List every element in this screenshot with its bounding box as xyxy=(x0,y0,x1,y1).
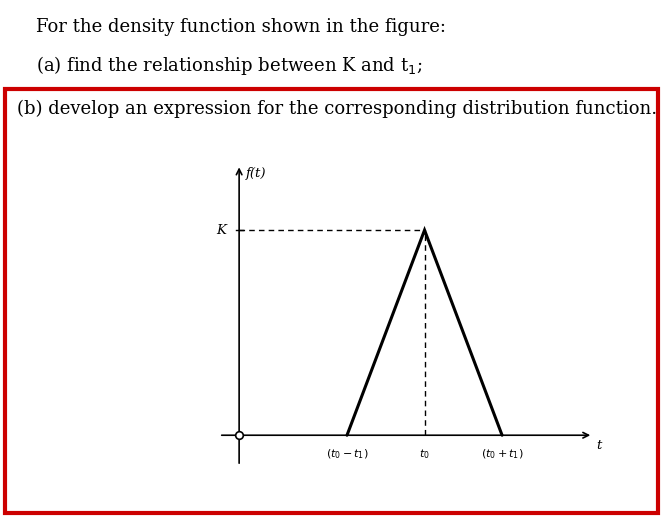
Text: $t_0$: $t_0$ xyxy=(419,447,430,461)
Text: For the density function shown in the figure:: For the density function shown in the fi… xyxy=(36,18,446,36)
Text: K: K xyxy=(215,223,225,237)
Text: t: t xyxy=(597,439,602,453)
Text: $(t_0-t_1)$: $(t_0-t_1)$ xyxy=(326,447,369,461)
Text: $(t_0+t_1)$: $(t_0+t_1)$ xyxy=(481,447,523,461)
Text: (a) find the relationship between K and t$_1$;: (a) find the relationship between K and … xyxy=(36,54,423,77)
Text: (b) develop an expression for the corresponding distribution function.: (b) develop an expression for the corres… xyxy=(17,100,656,119)
Text: f(t): f(t) xyxy=(246,167,267,180)
